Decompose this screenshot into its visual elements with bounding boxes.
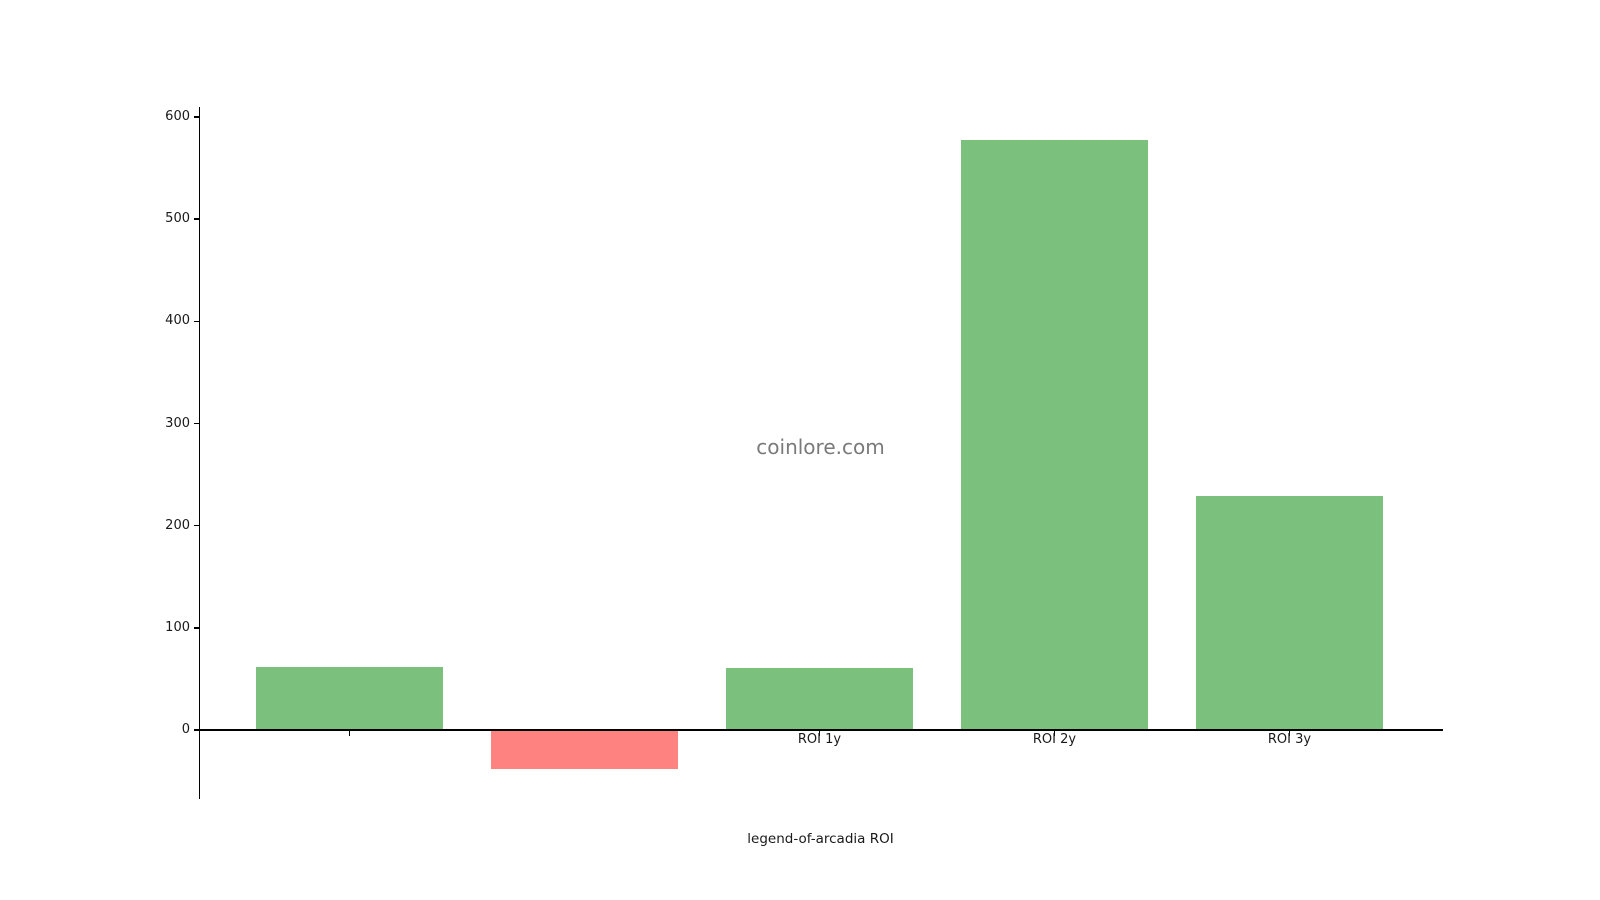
x-tick <box>1053 730 1056 736</box>
watermark-text: coinlore.com <box>756 435 885 459</box>
x-tick-label: ROI 2y <box>1032 731 1077 747</box>
y-tick <box>193 218 199 220</box>
x-axis-line <box>198 729 1443 731</box>
y-tick <box>193 422 199 425</box>
y-tick-label: 100 <box>165 619 190 635</box>
y-tick-label: 300 <box>165 415 190 431</box>
y-tick <box>193 320 199 323</box>
x-tick <box>818 730 821 736</box>
x-tick <box>1288 730 1291 736</box>
y-tick-label: 400 <box>165 313 190 329</box>
bar-unlabeled-1 <box>256 666 443 730</box>
y-tick-label: 600 <box>165 109 190 124</box>
y-tick <box>193 627 199 629</box>
y-tick-label: 0 <box>181 722 190 737</box>
y-tick <box>193 729 199 731</box>
bar-roi-1y <box>726 667 913 730</box>
y-tick-label: 500 <box>165 211 190 227</box>
x-axis-title: legend-of-arcadia ROI <box>747 831 894 847</box>
y-tick <box>193 116 199 118</box>
bar-roi-3y <box>1196 496 1383 730</box>
y-tick-label: 200 <box>165 517 190 533</box>
bar-unlabeled-2 <box>491 730 678 769</box>
bar-roi-2y <box>961 140 1148 730</box>
x-tick-label: ROI 3y <box>1267 731 1312 747</box>
x-tick-label: ROI 1y <box>797 731 842 747</box>
x-tick <box>348 730 351 736</box>
y-tick <box>193 524 199 527</box>
y-axis-line <box>198 107 201 799</box>
